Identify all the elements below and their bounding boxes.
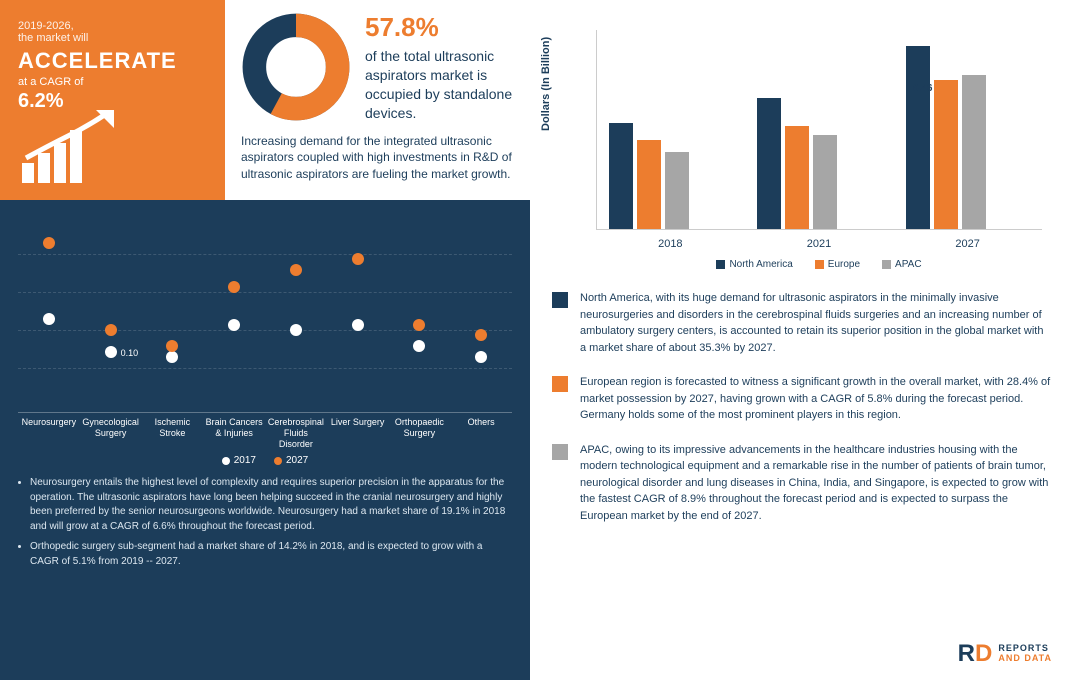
donut-chart-icon	[241, 12, 351, 122]
x-label: 2021	[807, 238, 831, 250]
scatter-point	[290, 324, 302, 336]
legend-item: 2017	[222, 455, 256, 466]
category-label: Ischemic Stroke	[142, 417, 204, 449]
legend-item: North America	[716, 259, 792, 270]
donut-text: of the total ultrasonic aspirators marke…	[365, 47, 514, 123]
region-color-icon	[552, 444, 568, 460]
region-text: European region is forecasted to witness…	[580, 374, 1052, 424]
bullet-text: Orthopedic surgery sub-segment had a mar…	[30, 540, 512, 569]
legend-item: Europe	[815, 259, 860, 270]
bar-group	[757, 98, 882, 229]
donut-subtext: Increasing demand for the integrated ult…	[241, 133, 514, 183]
bar	[962, 75, 986, 229]
bar	[757, 98, 781, 229]
region-color-icon	[552, 376, 568, 392]
scatter-point	[228, 281, 240, 293]
category-label: Neurosurgery	[18, 417, 80, 449]
bar-group	[609, 123, 734, 229]
category-label: Gynecological Surgery	[80, 417, 142, 449]
scatter-point	[352, 253, 364, 265]
x-label: 2027	[955, 238, 979, 250]
scatter-point	[166, 340, 178, 352]
scatter-point	[43, 313, 55, 325]
accelerate-card: 2019-2026, the market will ACCELERATE at…	[0, 0, 225, 200]
category-label: Orthopaedic Surgery	[389, 417, 451, 449]
logo: RD REPORTS AND DATA	[552, 632, 1052, 668]
scatter-point	[475, 351, 487, 363]
legend-item: APAC	[882, 259, 922, 270]
region-item: North America, with its huge demand for …	[552, 290, 1052, 356]
bullet-text: Neurosurgery entails the highest level o…	[30, 476, 512, 534]
scatter-point	[228, 319, 240, 331]
donut-pct: 57.8%	[365, 12, 514, 43]
pre-text: the market will	[18, 32, 207, 44]
scatter-point	[290, 264, 302, 276]
bar-chart: Dollars (In Billion) 0.46 201820212027 N…	[552, 20, 1052, 270]
scatter-point	[105, 324, 117, 336]
scatter-point	[105, 346, 117, 358]
period-text: 2019-2026,	[18, 20, 207, 32]
legend-item: 2027	[274, 455, 308, 466]
point-label: 0.10	[121, 348, 139, 358]
scatter-point	[166, 351, 178, 363]
accelerate-word: ACCELERATE	[18, 48, 207, 74]
category-label: Cerebrospinal Fluids Disorder	[265, 417, 327, 449]
category-label: Liver Surgery	[327, 417, 389, 449]
category-label: Brain Cancers & Injuries	[203, 417, 265, 449]
scatter-point	[43, 237, 55, 249]
region-color-icon	[552, 292, 568, 308]
bar	[637, 140, 661, 229]
scatter-point	[413, 340, 425, 352]
category-label: Others	[450, 417, 512, 449]
bar	[813, 135, 837, 229]
bar	[785, 126, 809, 229]
bar	[934, 80, 958, 229]
scatter-section: 0.10 NeurosurgeryGynecological SurgeryIs…	[0, 200, 530, 680]
region-text: APAC, owing to its impressive advancemen…	[580, 442, 1052, 525]
x-label: 2018	[658, 238, 682, 250]
region-item: European region is forecasted to witness…	[552, 374, 1052, 424]
logo-line2: AND DATA	[998, 654, 1052, 664]
growth-arrow-icon	[18, 108, 118, 188]
bar	[665, 152, 689, 229]
scatter-point	[352, 319, 364, 331]
y-axis-label: Dollars (In Billion)	[540, 37, 552, 131]
bar	[906, 46, 930, 229]
donut-section: 57.8% of the total ultrasonic aspirators…	[225, 0, 530, 200]
bar	[609, 123, 633, 229]
bar-callout: 0.46	[913, 83, 932, 94]
region-text: North America, with its huge demand for …	[580, 290, 1052, 356]
scatter-point	[475, 329, 487, 341]
cagr-pre: at a CAGR of	[18, 76, 207, 88]
scatter-point	[413, 319, 425, 331]
bar-group	[906, 46, 1031, 229]
region-item: APAC, owing to its impressive advancemen…	[552, 442, 1052, 525]
